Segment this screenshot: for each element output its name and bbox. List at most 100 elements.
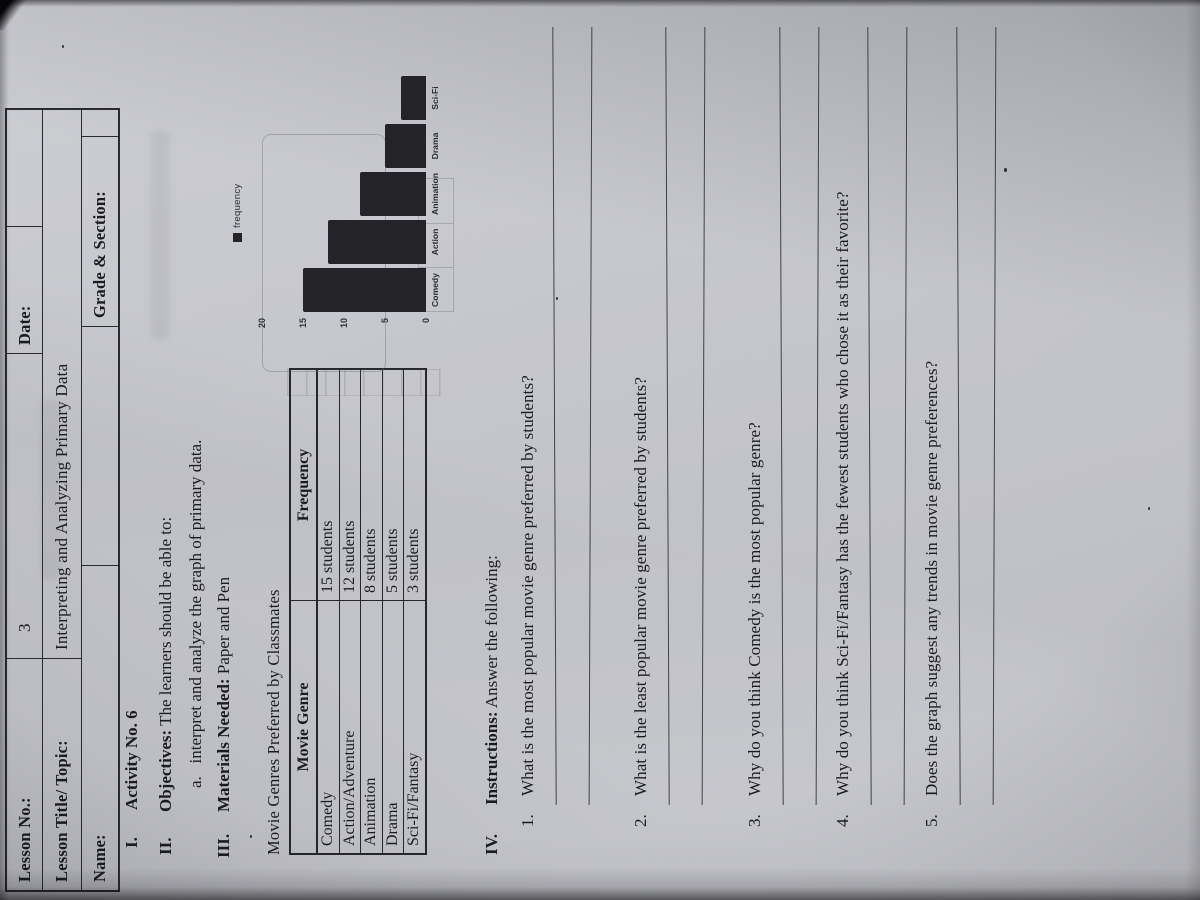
y-axis-tick-label: 10 <box>339 318 349 329</box>
section-iii-numeral: III. <box>214 833 233 858</box>
bleed-through-smudge <box>150 130 170 340</box>
question-1: 1. What is the most popular movie genre … <box>518 0 628 900</box>
question-text: Why do you think Comedy is the most popu… <box>745 422 764 796</box>
frequency-bar-chart: frequency 0 5 10 15 20 Comedy Action Animation… <box>230 50 448 360</box>
section-ii-numeral: II. <box>156 837 175 855</box>
genre-cell: Animation <box>361 600 382 853</box>
date-value <box>7 110 42 226</box>
answer-line <box>815 27 820 805</box>
x-axis-category-label: Comedy <box>430 273 440 307</box>
grade-section-value <box>82 110 118 136</box>
y-axis-tick-label: 5 <box>380 318 390 324</box>
table-row: Drama 5 students <box>382 370 404 853</box>
materials-text: Paper and Pen <box>214 576 233 675</box>
name-label: Name: <box>82 565 118 890</box>
section-iii-line: Materials Needed: Paper and Pen <box>214 577 234 812</box>
bar-sci-fi <box>401 76 426 120</box>
bar-group: Drama <box>262 124 440 168</box>
question-5: 5. Does the graph suggest any trends in … <box>922 0 1032 900</box>
question-number: 3. <box>745 814 764 827</box>
date-label: Date: <box>7 226 42 353</box>
table-row: Lesson No.: 3 Date: <box>7 110 43 890</box>
genre-cell: Sci-Fi/Fantasy <box>404 600 425 853</box>
question-number: 4. <box>833 814 852 827</box>
table-row: Action/Adventure 12 students <box>339 370 361 853</box>
answer-line <box>588 27 593 805</box>
instructions-label: Instructions: <box>482 711 501 805</box>
question-number: 1. <box>518 814 537 827</box>
grade-section-label: Grade & Section: <box>82 136 118 326</box>
x-axis-category-label: Action <box>430 228 440 256</box>
frequency-cell: 12 students <box>340 520 358 593</box>
legend-swatch-icon <box>232 233 242 242</box>
frequency-cell: 8 students <box>362 528 380 593</box>
genre-cell: Action/Adventure <box>339 600 360 853</box>
dust-speck <box>556 297 558 300</box>
answer-line <box>701 27 706 805</box>
dust-speck <box>1148 507 1150 510</box>
genre-cell: Comedy <box>318 600 339 853</box>
instructions-text-line: Instructions: Answer the following: <box>482 555 502 805</box>
column-header-genre: Movie Genre <box>291 600 316 853</box>
answer-line <box>992 27 997 805</box>
movie-genre-table: Movie Genre Frequency Comedy 15 students… <box>289 368 427 855</box>
frequency-cell: 5 students <box>383 528 401 593</box>
y-axis: 0 5 10 15 20 <box>257 318 431 360</box>
table-row: Animation 8 students <box>361 370 383 853</box>
name-value <box>82 326 118 565</box>
y-axis-tick-label: 15 <box>298 318 308 329</box>
plot-area: Comedy Action Animation Drama Sci-Fi <box>262 72 440 312</box>
lesson-no-value: 3 <box>7 353 42 658</box>
section-iv-numeral: IV. <box>482 834 501 855</box>
y-axis-tick-label: 20 <box>257 318 267 329</box>
x-axis-category-label: Animation <box>430 173 440 216</box>
bar-group: Animation <box>262 172 440 216</box>
lesson-title-label: Lesson Title/ Topic: <box>43 658 81 890</box>
question-text: Does the graph suggest any trends in mov… <box>922 360 941 796</box>
section-ii-line: Objectives: The learners should be able … <box>156 517 176 812</box>
question-number: 2. <box>631 814 650 827</box>
x-axis-category-label: Sci-Fi <box>430 86 440 110</box>
bar-group: Sci-Fi <box>262 76 440 120</box>
legend-label: frequency <box>231 183 243 228</box>
section-i-numeral: I. <box>122 837 141 848</box>
section-i-title: Activity No. 6 <box>122 710 141 810</box>
chart-legend: frequency <box>230 50 244 242</box>
table-row: Comedy 15 students <box>318 370 340 853</box>
bar-drama <box>385 124 426 168</box>
bar-action <box>327 220 426 264</box>
objective-item-a: a. interpret and analyze the graph of pr… <box>186 440 206 788</box>
question-text: What is the most popular movie genre pre… <box>518 375 537 796</box>
x-axis-category-label: Drama <box>430 132 440 160</box>
answer-line <box>552 27 557 805</box>
bar-group: Action <box>262 220 440 264</box>
bleed-through-smudge <box>40 400 62 580</box>
column-header-frequency: Frequency <box>294 448 312 522</box>
answer-line <box>956 27 961 805</box>
answer-line <box>779 27 784 805</box>
lesson-no-label: Lesson No.: <box>7 658 42 890</box>
y-axis-tick-label: 0 <box>421 318 431 324</box>
question-2: 2. What is the least popular movie genre… <box>631 0 741 900</box>
question-text: Why do you think Sci-Fi/Fantasy has the … <box>833 191 852 796</box>
bleed-through-grid-strip <box>287 369 441 396</box>
question-number: 5. <box>922 814 941 827</box>
genre-cell: Drama <box>382 600 403 853</box>
data-table-caption: Movie Genres Preferred by Classmates <box>264 589 283 855</box>
objectives-label: Objectives: <box>156 729 175 812</box>
table-row: Name: Grade & Section: <box>82 110 118 890</box>
lesson-header-table: Lesson No.: 3 Date: Lesson Title/ Topic:… <box>5 108 120 892</box>
frequency-cell: 15 students <box>319 520 337 593</box>
table-row: Sci-Fi/Fantasy 3 students <box>404 370 425 853</box>
dust-speck <box>1004 168 1007 172</box>
answer-line <box>665 27 670 805</box>
table-header-row: Movie Genre Frequency <box>291 370 318 853</box>
bar-comedy <box>303 268 426 312</box>
item-a-marker: a. <box>186 776 205 788</box>
item-a-text: interpret and analyze the graph of prima… <box>186 439 205 764</box>
bar-animation <box>360 172 426 216</box>
bar-group: Comedy <box>262 268 440 312</box>
question-text: What is the least popular movie genre pr… <box>631 376 650 796</box>
dust-speck <box>62 45 64 48</box>
